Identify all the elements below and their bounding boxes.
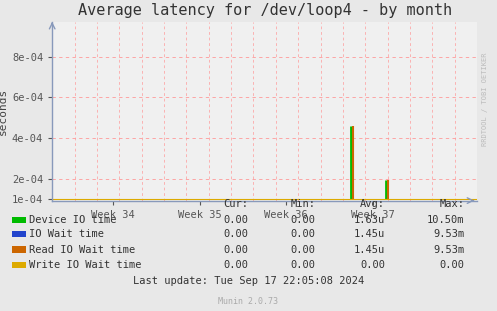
Text: Device IO time: Device IO time [28,215,116,225]
Text: Read IO Wait time: Read IO Wait time [28,244,135,254]
Text: 0.00: 0.00 [291,260,316,270]
Text: 0.00: 0.00 [224,260,248,270]
Text: Min:: Min: [291,199,316,209]
Text: 1.45u: 1.45u [354,244,385,254]
Text: 9.53m: 9.53m [433,229,465,239]
Text: 0.00: 0.00 [224,229,248,239]
Text: 9.53m: 9.53m [433,244,465,254]
Text: 10.50m: 10.50m [427,215,465,225]
Text: Avg:: Avg: [360,199,385,209]
Text: RRDTOOL / TOBI OETIKER: RRDTOOL / TOBI OETIKER [482,53,488,146]
Text: 0.00: 0.00 [224,244,248,254]
Text: Max:: Max: [440,199,465,209]
Text: 0.00: 0.00 [291,244,316,254]
Text: Last update: Tue Sep 17 22:05:08 2024: Last update: Tue Sep 17 22:05:08 2024 [133,276,364,286]
Y-axis label: seconds: seconds [0,88,8,135]
Text: Cur:: Cur: [224,199,248,209]
Text: 0.00: 0.00 [360,260,385,270]
Text: 0.00: 0.00 [291,229,316,239]
Text: 1.45u: 1.45u [354,229,385,239]
Text: 0.00: 0.00 [224,215,248,225]
Text: Write IO Wait time: Write IO Wait time [28,260,141,270]
Text: 1.63u: 1.63u [354,215,385,225]
Text: 0.00: 0.00 [291,215,316,225]
Text: Munin 2.0.73: Munin 2.0.73 [219,297,278,306]
Title: Average latency for /dev/loop4 - by month: Average latency for /dev/loop4 - by mont… [78,3,452,18]
Text: 0.00: 0.00 [440,260,465,270]
Text: IO Wait time: IO Wait time [28,229,103,239]
